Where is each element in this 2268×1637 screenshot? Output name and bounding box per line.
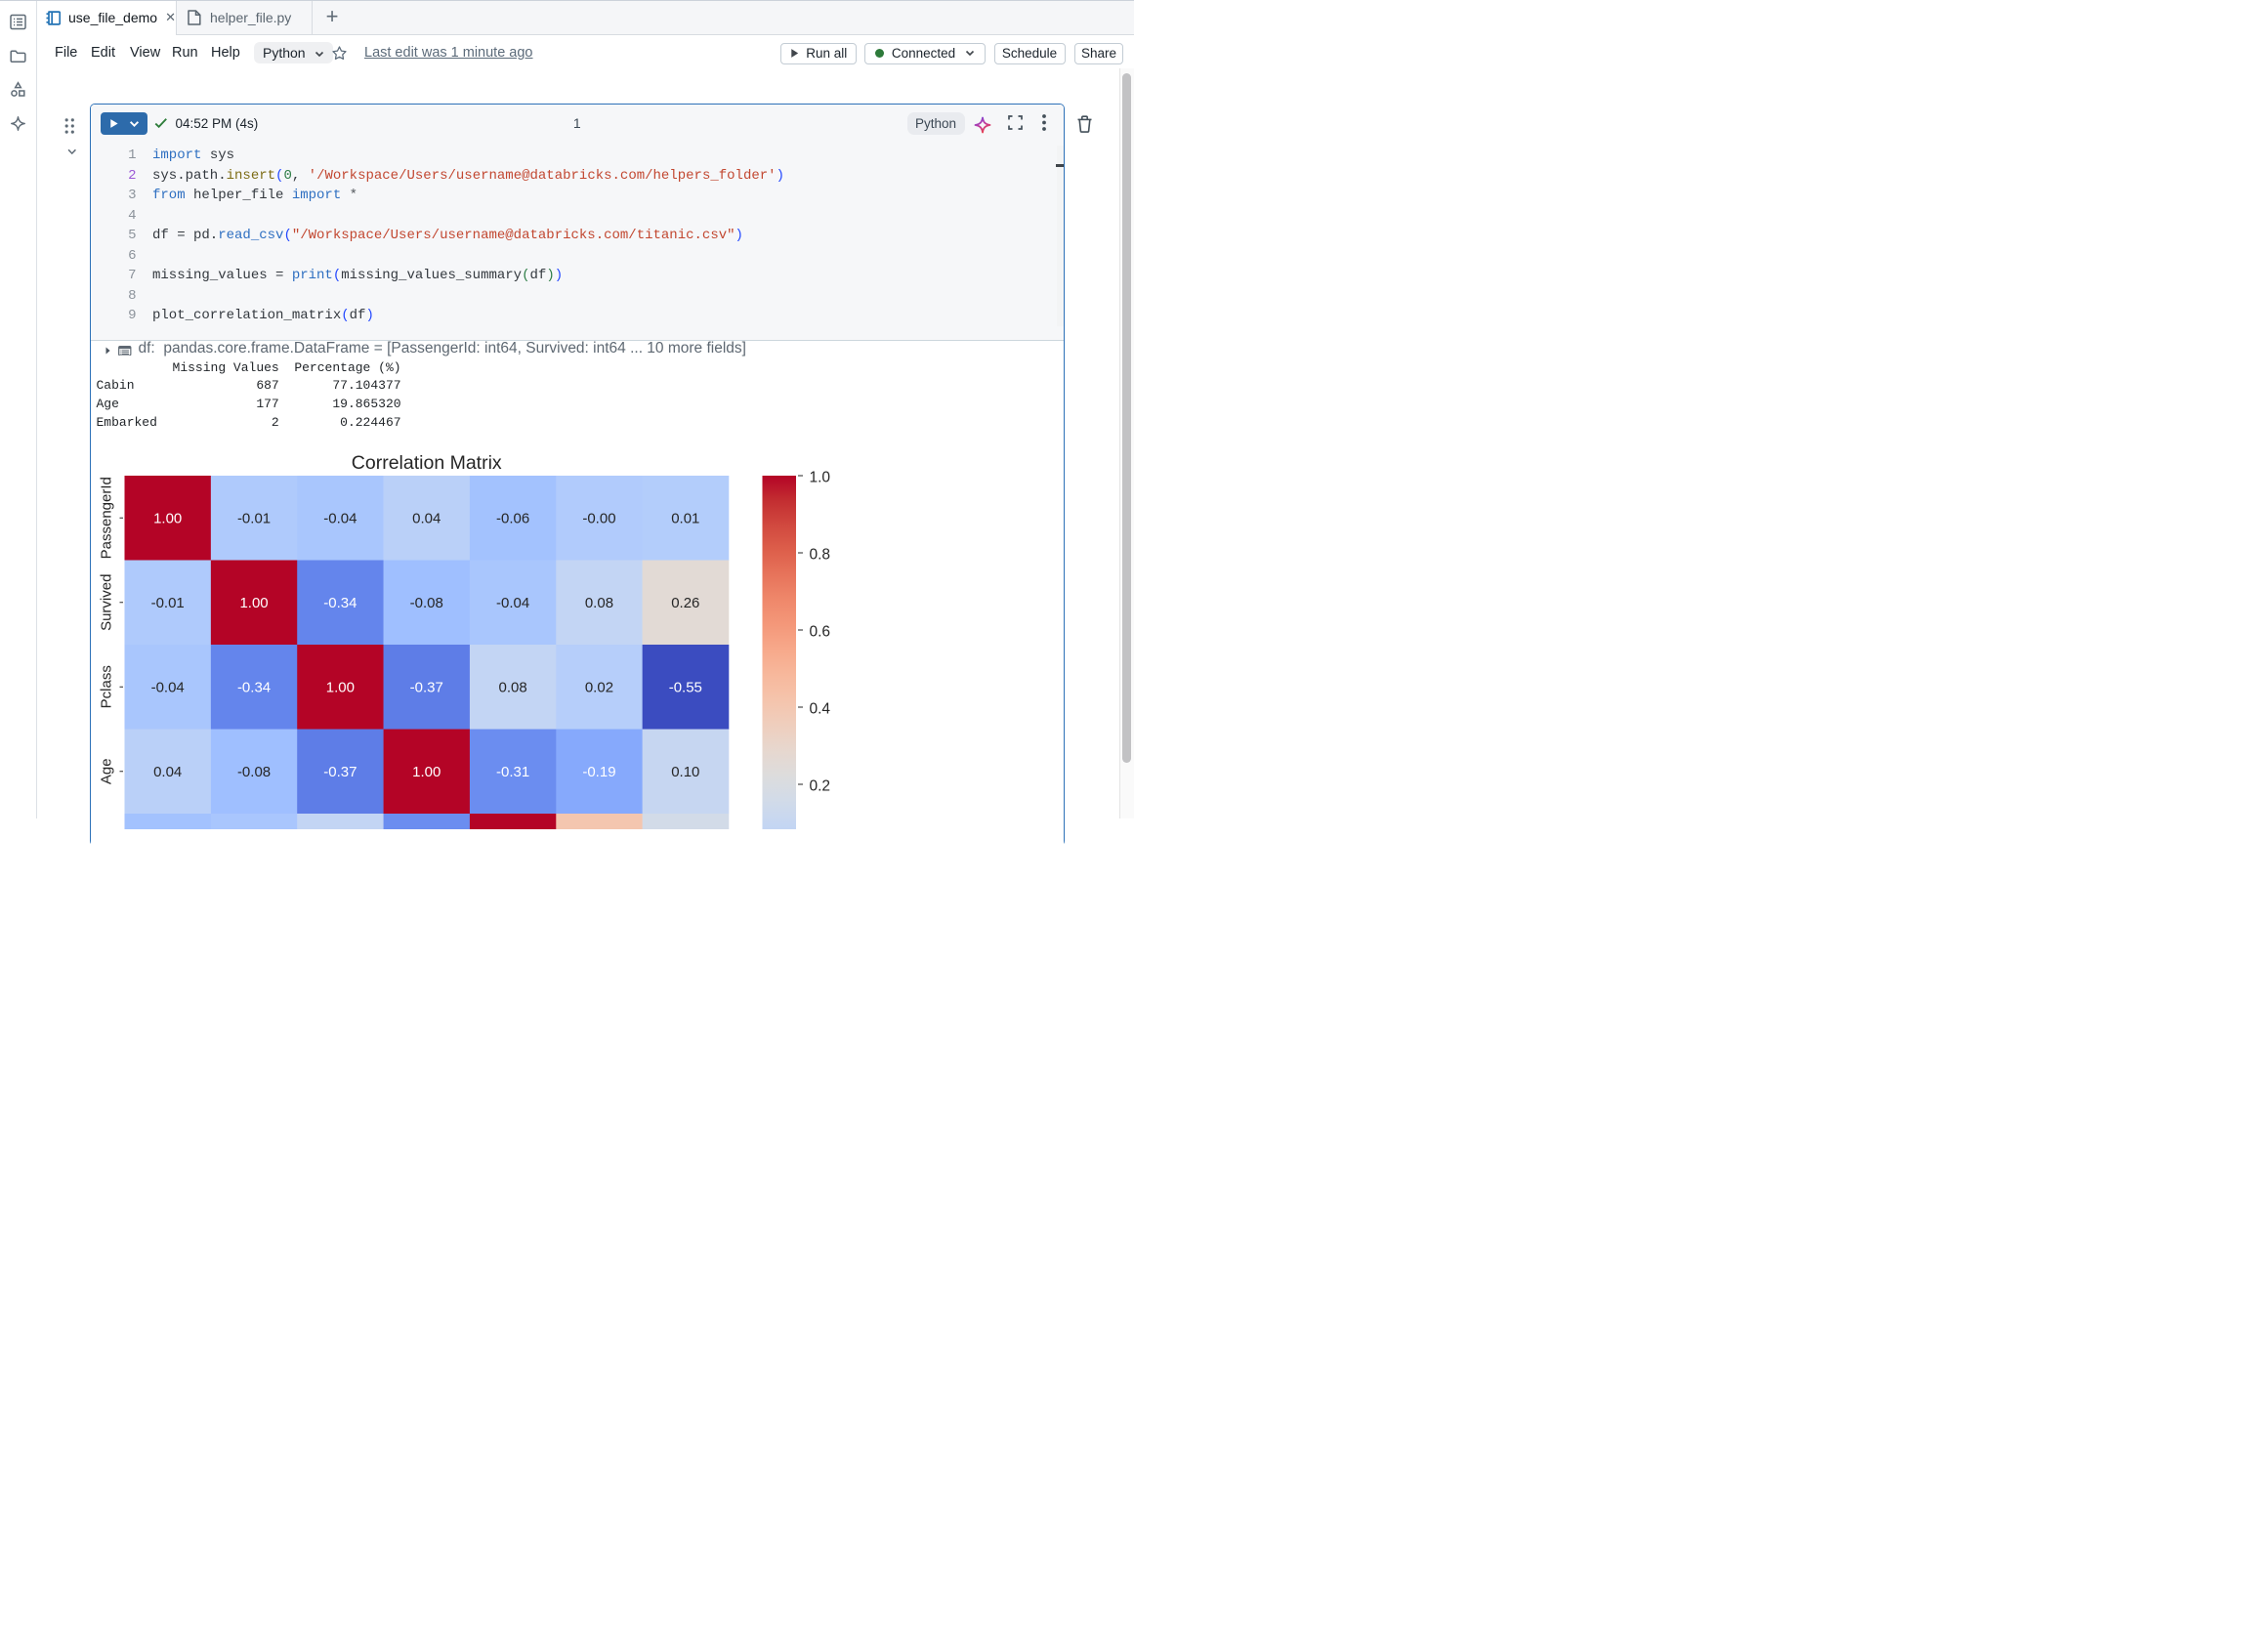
svg-text:0.8: 0.8 [809,547,830,564]
svg-text:-0.31: -0.31 [496,764,529,780]
svg-text:-0.34: -0.34 [323,595,357,611]
svg-text:Correlation Matrix: Correlation Matrix [351,452,501,474]
svg-text:1.00: 1.00 [153,510,182,526]
svg-text:-0.01: -0.01 [236,510,270,526]
svg-text:1.00: 1.00 [325,679,354,695]
svg-text:-0.34: -0.34 [236,679,270,695]
svg-text:0.01: 0.01 [671,510,699,526]
svg-text:Survived: Survived [98,574,114,631]
svg-text:0.04: 0.04 [412,510,441,526]
svg-text:0.26: 0.26 [671,595,699,611]
svg-text:0.6: 0.6 [809,624,830,641]
svg-text:Pclass: Pclass [98,665,114,708]
svg-text:-0.55: -0.55 [668,679,701,695]
svg-text:-0.04: -0.04 [150,679,184,695]
svg-text:-0.37: -0.37 [409,679,442,695]
svg-text:0.04: 0.04 [153,764,182,780]
svg-text:-0.37: -0.37 [323,764,357,780]
svg-text:-0.08: -0.08 [236,764,270,780]
svg-text:1.00: 1.00 [239,595,268,611]
svg-text:1.0: 1.0 [809,470,830,486]
svg-text:1.00: 1.00 [412,764,441,780]
svg-text:0.08: 0.08 [498,679,526,695]
svg-text:-0.19: -0.19 [582,764,615,780]
svg-text:-0.04: -0.04 [323,510,357,526]
svg-text:-0.00: -0.00 [582,510,615,526]
svg-text:0.02: 0.02 [584,679,612,695]
svg-text:-0.04: -0.04 [496,595,529,611]
svg-text:-0.06: -0.06 [496,510,529,526]
svg-text:-0.01: -0.01 [150,595,184,611]
svg-text:0.10: 0.10 [671,764,699,780]
svg-text:Age: Age [98,758,114,784]
svg-text:0.4: 0.4 [809,701,830,718]
svg-text:PassengerId: PassengerId [98,477,114,559]
svg-text:-0.08: -0.08 [409,595,442,611]
svg-text:0.08: 0.08 [584,595,612,611]
svg-text:0.2: 0.2 [809,778,830,795]
